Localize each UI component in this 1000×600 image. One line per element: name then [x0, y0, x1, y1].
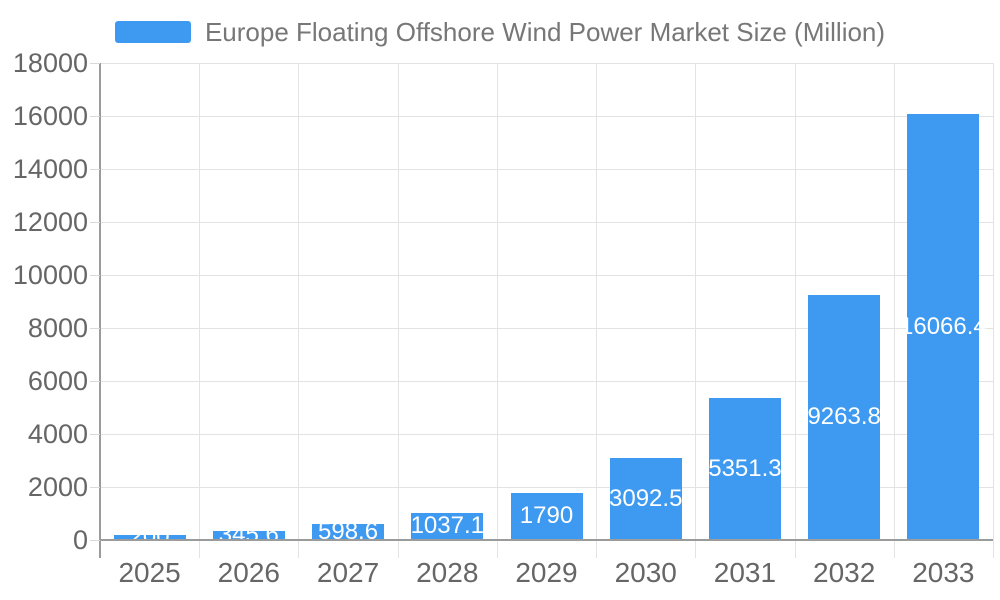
legend-label: Europe Floating Offshore Wind Power Mark… — [204, 17, 886, 47]
bars-layer: 200 345.6 598.6 1037.1 1790 3092.5 5351.3 9263.… — [100, 63, 993, 540]
y-tick-label: 8000 — [27, 313, 88, 343]
gridline-horizontal — [100, 222, 993, 223]
gridline-horizontal — [100, 116, 993, 117]
bar-2032[interactable] — [808, 294, 881, 540]
y-tick-mark — [90, 381, 100, 382]
plot-area: 200 345.6 598.6 1037.1 1790 3092.5 5351.3 9263.… — [99, 63, 994, 558]
gridline-horizontal — [100, 275, 993, 276]
y-tick-mark — [90, 275, 100, 276]
bar-2026[interactable] — [212, 530, 285, 540]
bar-2025[interactable] — [113, 534, 186, 540]
y-tick-mark — [90, 434, 100, 435]
x-tick-label: 2030 — [614, 557, 677, 588]
y-tick-mark — [90, 63, 100, 64]
gridline-horizontal — [100, 487, 993, 488]
y-tick-mark — [90, 487, 100, 488]
x-tick-label: 2029 — [515, 557, 578, 588]
bar-2030[interactable] — [609, 458, 682, 540]
bar-value-label: 598.6 — [318, 518, 379, 540]
gridline-vertical — [893, 63, 895, 558]
y-tick-label: 18000 — [12, 48, 88, 78]
legend-item[interactable]: Europe Floating Offshore Wind Power Mark… — [0, 18, 1000, 46]
y-tick-label: 2000 — [27, 472, 88, 502]
x-tick-label: 2031 — [713, 557, 777, 588]
y-tick-label: 16000 — [12, 101, 88, 131]
bar-2029[interactable] — [510, 492, 583, 540]
bar-value-label: 1037.1 — [410, 512, 484, 540]
gridline-vertical — [794, 63, 796, 558]
gridline-horizontal — [100, 381, 993, 382]
bar-value-label: 16066.4 — [899, 313, 987, 341]
gridline-vertical — [695, 63, 697, 558]
bar-value-label: 200 — [129, 523, 170, 540]
x-tick-label: 2027 — [316, 557, 380, 588]
x-tick-label: 2032 — [813, 557, 876, 588]
bar-2027[interactable] — [312, 524, 385, 540]
y-tick-label: 14000 — [12, 154, 88, 184]
bar-2033[interactable] — [907, 114, 980, 540]
gridline-vertical — [397, 63, 399, 558]
gridline-vertical — [496, 63, 498, 558]
bar-value-label: 9263.8 — [807, 403, 881, 431]
gridline-vertical — [298, 63, 300, 558]
gridline-vertical — [596, 63, 598, 558]
x-axis-line — [99, 539, 993, 541]
gridline-vertical — [993, 63, 994, 558]
y-tick-label: 4000 — [27, 419, 88, 449]
legend-swatch-icon — [114, 21, 191, 43]
gridline-horizontal — [100, 63, 993, 64]
gridline-horizontal — [100, 434, 993, 435]
y-tick-mark — [90, 169, 100, 170]
y-tick-label: 6000 — [27, 366, 88, 396]
gridline-vertical — [199, 63, 201, 558]
bar-value-label: 5351.3 — [708, 455, 782, 483]
bar-2028[interactable] — [411, 512, 484, 540]
y-tick-mark — [90, 222, 100, 223]
bar-value-label: 345.6 — [218, 521, 279, 540]
y-axis-line — [99, 63, 101, 558]
y-tick-label: 10000 — [12, 260, 88, 290]
y-tick-mark — [90, 116, 100, 117]
bar-value-label: 3092.5 — [609, 485, 683, 513]
x-tick-label: 2026 — [217, 557, 280, 588]
y-tick-mark — [90, 328, 100, 329]
x-tick-label: 2033 — [912, 557, 975, 588]
y-tick-mark — [90, 540, 100, 541]
x-tick-label: 2028 — [416, 557, 479, 588]
bar-value-label: 1790 — [519, 502, 574, 530]
gridline-horizontal — [100, 169, 993, 170]
x-tick-label: 2025 — [118, 557, 181, 588]
gridline-horizontal — [100, 328, 993, 329]
y-tick-label: 12000 — [12, 207, 88, 237]
y-tick-label: 0 — [72, 525, 88, 555]
bar-2031[interactable] — [708, 398, 781, 540]
